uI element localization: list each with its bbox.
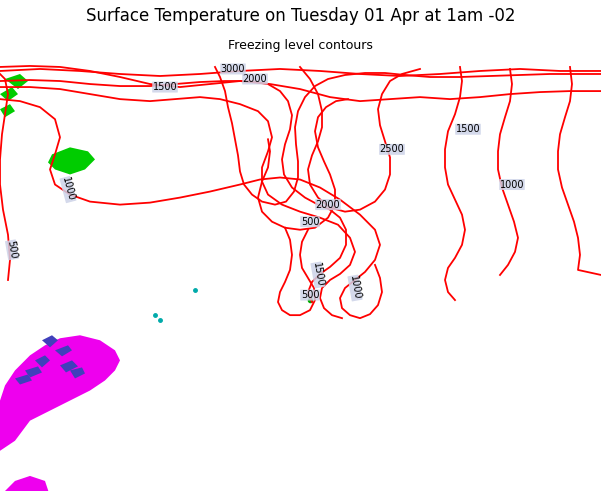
Text: 2000: 2000 [243, 74, 267, 84]
Text: 2500: 2500 [380, 144, 404, 154]
Polygon shape [42, 335, 58, 347]
Polygon shape [0, 87, 18, 101]
Polygon shape [25, 366, 42, 378]
Polygon shape [55, 345, 72, 356]
Text: 1500: 1500 [153, 82, 177, 92]
Text: 1500: 1500 [311, 262, 325, 288]
Text: 1000: 1000 [60, 176, 76, 203]
Text: Surface Temperature on Tuesday 01 Apr at 1am -02: Surface Temperature on Tuesday 01 Apr at… [86, 7, 515, 26]
Polygon shape [5, 74, 28, 89]
Text: 1500: 1500 [456, 124, 480, 134]
Polygon shape [15, 375, 32, 384]
Text: 500: 500 [5, 240, 19, 260]
Polygon shape [48, 147, 95, 174]
Text: 1000: 1000 [348, 275, 362, 301]
Polygon shape [70, 367, 85, 379]
Text: 500: 500 [300, 217, 319, 227]
Text: 3000: 3000 [221, 64, 245, 74]
Polygon shape [0, 335, 120, 491]
Polygon shape [60, 360, 78, 373]
Text: Freezing level contours: Freezing level contours [228, 39, 373, 53]
Polygon shape [0, 104, 15, 117]
Text: 2000: 2000 [316, 200, 340, 210]
Polygon shape [35, 355, 50, 367]
Polygon shape [0, 476, 50, 491]
Text: 1000: 1000 [500, 180, 524, 190]
Text: 500: 500 [300, 290, 319, 300]
